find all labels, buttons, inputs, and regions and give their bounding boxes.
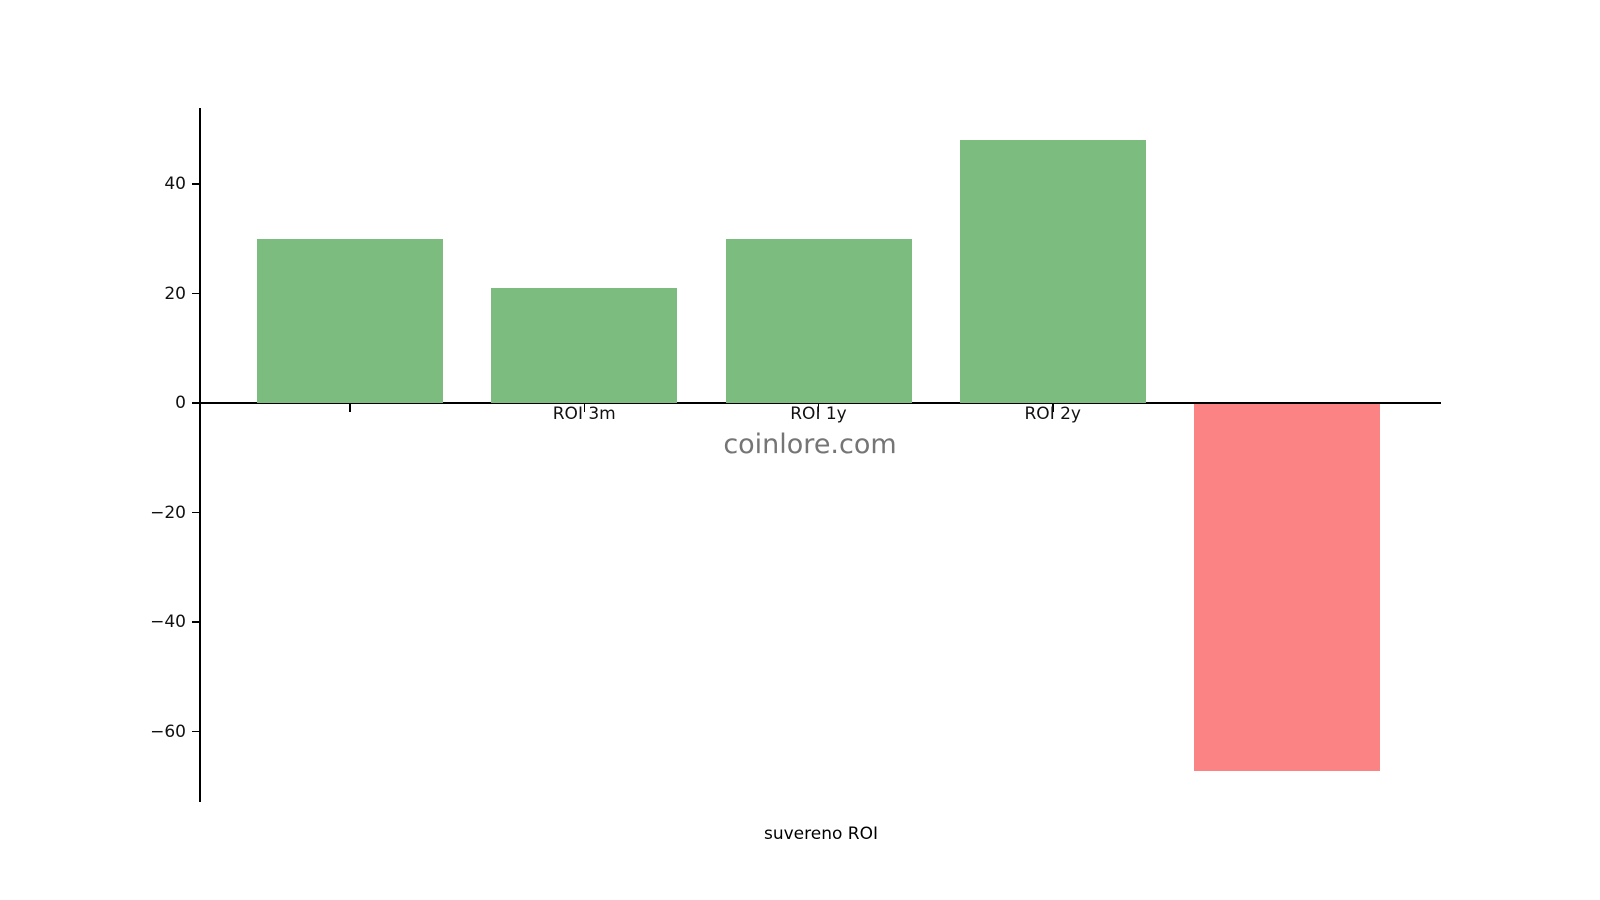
x-axis-title: suvereno ROI xyxy=(763,824,879,844)
y-tick-label: −20 xyxy=(150,502,186,523)
bar-roi-1y xyxy=(725,238,912,403)
bar-roi-3m xyxy=(491,288,678,403)
y-tick-label: −60 xyxy=(150,721,186,742)
y-tick-label: 20 xyxy=(164,283,186,304)
x-tick xyxy=(1052,404,1054,412)
y-tick xyxy=(192,511,200,514)
y-tick xyxy=(192,183,200,185)
bar-roi-2y xyxy=(959,140,1146,403)
y-tick-label: −40 xyxy=(150,612,186,632)
y-tick xyxy=(192,730,200,733)
y-axis xyxy=(199,108,201,802)
y-tick xyxy=(192,621,200,623)
y-tick xyxy=(192,292,200,295)
x-tick xyxy=(583,404,585,412)
x-tick-label: ROI 2y xyxy=(1024,404,1082,424)
x-tick xyxy=(349,404,351,412)
x-tick-label: ROI 1y xyxy=(790,404,847,424)
y-tick-label: 40 xyxy=(164,174,186,194)
bar-0 xyxy=(257,238,443,403)
y-tick xyxy=(192,402,200,404)
watermark: coinlore.com xyxy=(723,429,897,460)
bar-4 xyxy=(1194,404,1380,771)
x-axis xyxy=(199,402,1441,404)
y-tick-label: 0 xyxy=(175,393,186,413)
x-tick xyxy=(817,404,820,412)
x-tick-label: ROI 3m xyxy=(552,404,616,424)
